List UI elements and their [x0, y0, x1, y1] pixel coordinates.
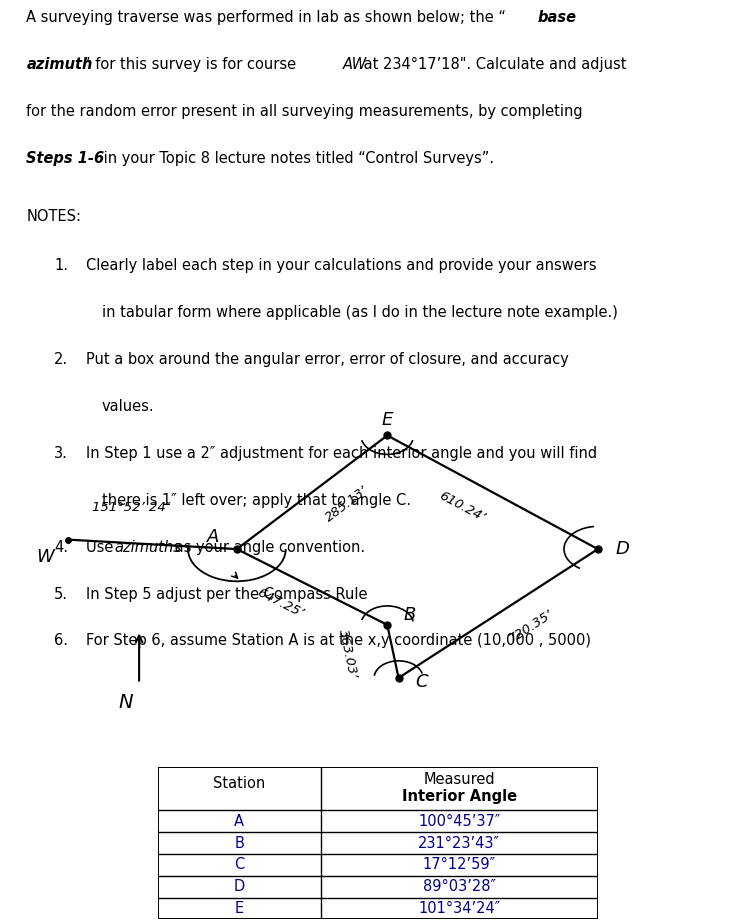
Text: 647.25’: 647.25’ — [255, 586, 305, 620]
Text: C: C — [415, 674, 427, 691]
Text: A: A — [207, 528, 219, 546]
Text: Put a box around the angular error, error of closure, and accuracy: Put a box around the angular error, erro… — [86, 352, 569, 367]
Text: ” for this survey is for course: ” for this survey is for course — [83, 56, 301, 72]
Text: B: B — [235, 835, 244, 851]
Text: D: D — [234, 880, 245, 894]
Text: azimuth: azimuth — [26, 56, 92, 72]
Text: A: A — [235, 814, 244, 829]
Text: W: W — [36, 548, 54, 565]
Text: 100°45’37″: 100°45’37″ — [418, 814, 500, 829]
Text: in your Topic 8 lecture notes titled “Control Surveys”.: in your Topic 8 lecture notes titled “Co… — [99, 151, 495, 165]
Text: E: E — [235, 901, 244, 916]
Text: AW: AW — [343, 56, 367, 72]
Text: at 234°17’18". Calculate and adjust: at 234°17’18". Calculate and adjust — [359, 56, 627, 72]
Text: Interior Angle: Interior Angle — [402, 789, 517, 804]
Text: 2.: 2. — [54, 352, 68, 367]
Text: C: C — [234, 857, 244, 872]
Text: base: base — [538, 10, 577, 25]
Text: 610.24’: 610.24’ — [437, 489, 487, 524]
Text: Clearly label each step in your calculations and provide your answers: Clearly label each step in your calculat… — [86, 259, 597, 274]
Text: values.: values. — [102, 399, 154, 414]
Text: 5.: 5. — [54, 587, 68, 602]
Text: 4.: 4. — [54, 540, 68, 554]
Text: In Step 5 adjust per the Compass Rule: In Step 5 adjust per the Compass Rule — [86, 587, 368, 602]
Text: In Step 1 use a 2″ adjustment for each interior angle and you will find: In Step 1 use a 2″ adjustment for each i… — [86, 446, 598, 461]
Text: B: B — [404, 606, 416, 625]
Text: 101°34’24″: 101°34’24″ — [418, 901, 500, 916]
Text: 231°23’43″: 231°23’43″ — [418, 835, 500, 851]
Text: Steps 1-6: Steps 1-6 — [26, 151, 105, 165]
Text: 720.35’: 720.35’ — [506, 607, 556, 646]
Text: E: E — [381, 410, 393, 429]
Text: 285.13’: 285.13’ — [323, 483, 371, 524]
Text: Measured: Measured — [423, 772, 495, 787]
Text: Use: Use — [86, 540, 119, 554]
Text: Station: Station — [213, 776, 265, 791]
Text: in tabular form where applicable (as I do in the lecture note example.): in tabular form where applicable (as I d… — [102, 305, 617, 321]
Text: 1.: 1. — [54, 259, 68, 274]
Text: 151°52’ 24″: 151°52’ 24″ — [92, 501, 171, 514]
Text: 3.: 3. — [54, 446, 68, 461]
Text: A surveying traverse was performed in lab as shown below; the “: A surveying traverse was performed in la… — [26, 10, 506, 25]
Text: 89°03’28″: 89°03’28″ — [423, 880, 496, 894]
Text: 6.: 6. — [54, 634, 68, 649]
Text: D: D — [616, 541, 629, 558]
Text: 17°12’59″: 17°12’59″ — [423, 857, 496, 872]
Text: as your angle convention.: as your angle convention. — [171, 540, 365, 554]
Text: azimuths: azimuths — [114, 540, 181, 554]
Text: for the random error present in all surveying measurements, by completing: for the random error present in all surv… — [26, 103, 583, 118]
Text: there is 1″ left over; apply that to angle C.: there is 1″ left over; apply that to ang… — [102, 492, 411, 508]
Text: NOTES:: NOTES: — [26, 209, 81, 225]
Text: 363.03’: 363.03’ — [336, 627, 359, 680]
Text: For Step 6, assume Station A is at the x,y coordinate (10,000 , 5000): For Step 6, assume Station A is at the x… — [86, 634, 592, 649]
Text: N: N — [118, 693, 133, 712]
